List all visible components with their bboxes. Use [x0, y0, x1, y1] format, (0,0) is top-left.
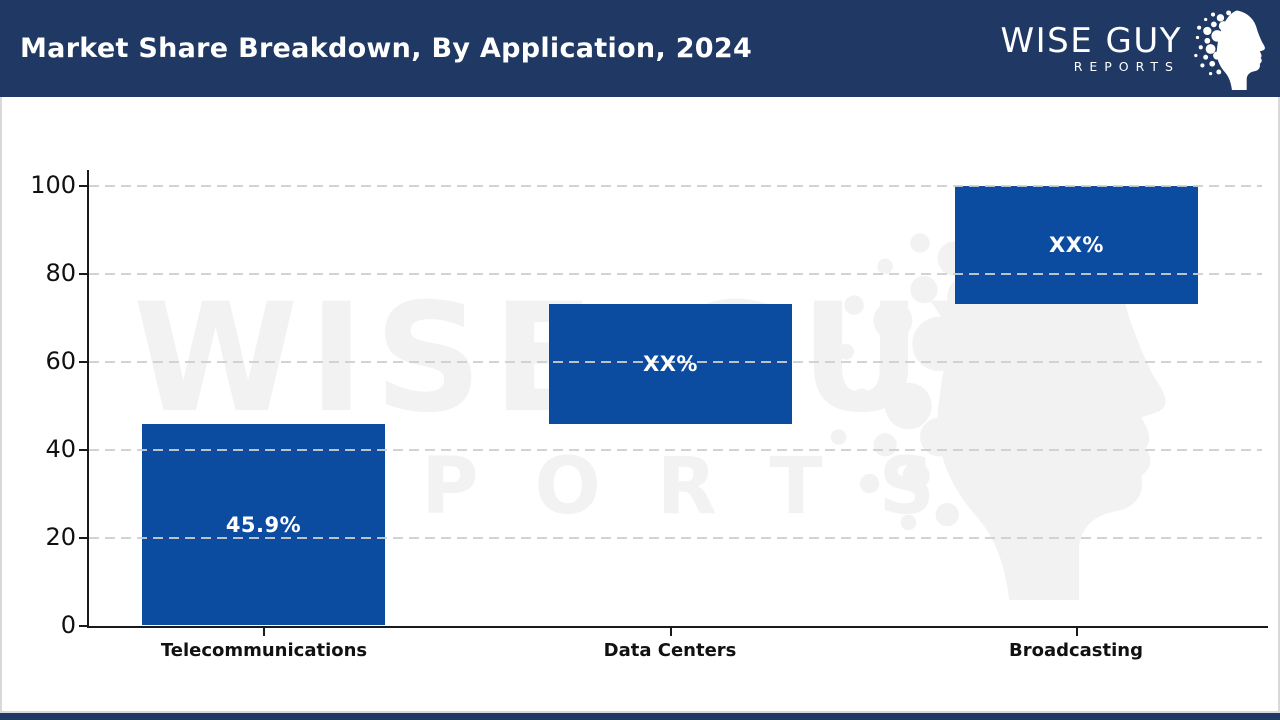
y-tick-label: 0	[60, 611, 76, 639]
bar-telecommunications: 45.9%	[142, 423, 385, 626]
chart-title: Market Share Breakdown, By Application, …	[20, 33, 753, 64]
bar-broadcasting: XX%	[955, 185, 1198, 304]
y-tick	[79, 537, 87, 539]
y-tick-label: 40	[45, 435, 76, 463]
y-axis-line	[87, 170, 89, 628]
y-tick	[79, 361, 87, 363]
chart-area: WISE GUY REPORTS 45.9% XX% XX%	[0, 97, 1280, 720]
header-banner: Market Share Breakdown, By Application, …	[0, 0, 1280, 97]
y-tick-label: 80	[45, 259, 76, 287]
logo-wordmark: WISE GUY	[1000, 21, 1182, 61]
footer-divider	[0, 711, 1280, 713]
y-tick	[79, 625, 87, 627]
gridline-100	[89, 185, 1262, 187]
gridline-20	[89, 537, 1262, 539]
gridline-40	[89, 449, 1262, 451]
gridline-80	[89, 273, 1262, 275]
x-tick	[670, 628, 672, 636]
logo-text: WISE GUY REPORTS	[1000, 23, 1182, 75]
x-category-label: Broadcasting	[1009, 640, 1143, 661]
gridline-60	[89, 361, 1262, 363]
bar-value-label: 45.9%	[225, 512, 302, 537]
logo-subtitle: REPORTS	[1073, 59, 1180, 74]
footer-accent-bar	[0, 713, 1280, 720]
x-tick	[263, 628, 265, 636]
bar-value-label: XX%	[1049, 232, 1104, 257]
bar-data-centers: XX%	[549, 303, 792, 424]
logo-head-icon	[1194, 10, 1265, 91]
y-tick-label: 100	[30, 171, 76, 199]
y-tick-label: 60	[45, 347, 76, 375]
x-category-label: Telecommunications	[160, 640, 368, 661]
y-tick	[79, 185, 87, 187]
wise-guy-logo: WISE GUY REPORTS	[1000, 6, 1268, 92]
bar-value-label: XX%	[643, 351, 698, 376]
y-tick-label: 20	[45, 523, 76, 551]
x-tick	[1076, 628, 1078, 636]
x-category-label: Data Centers	[603, 640, 737, 661]
y-tick	[79, 449, 87, 451]
y-tick	[79, 273, 87, 275]
x-axis-line	[87, 626, 1268, 628]
